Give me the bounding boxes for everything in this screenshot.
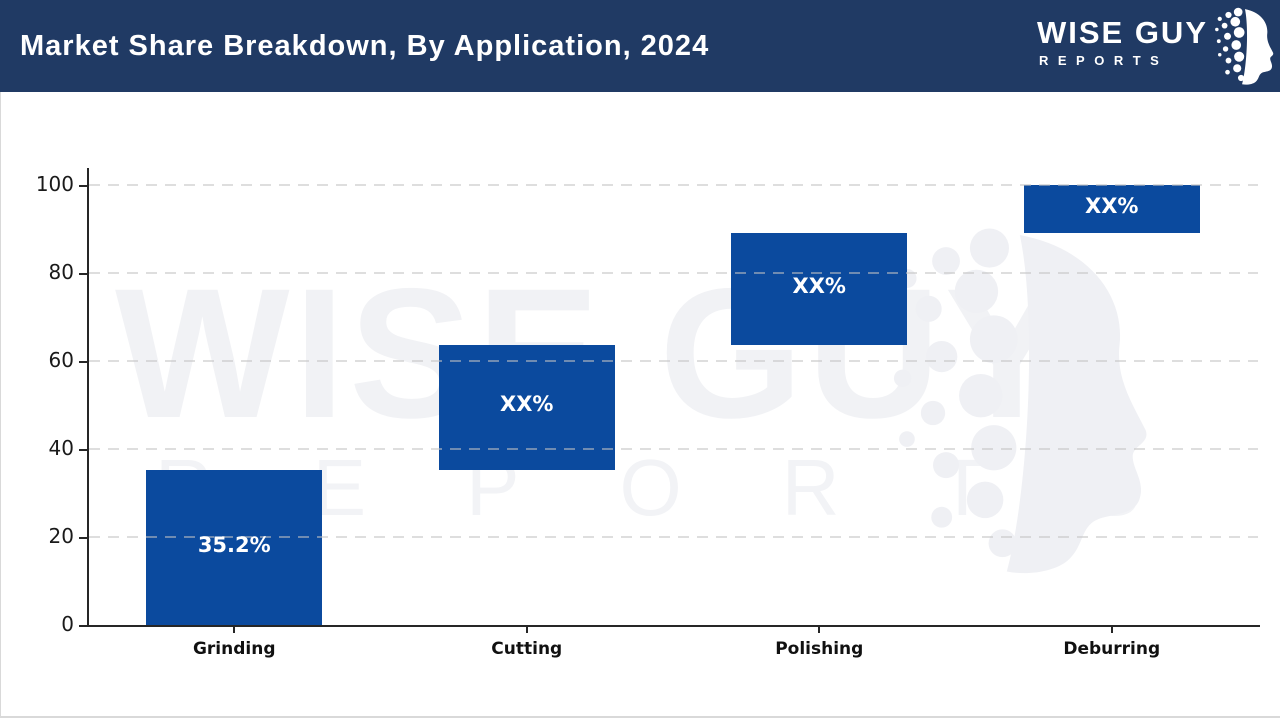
page-title: Market Share Breakdown, By Application, … — [20, 29, 710, 62]
x-axis-line — [87, 625, 1260, 627]
gridline — [89, 272, 1258, 274]
brand-logo-subtext: REPORTS — [1038, 53, 1169, 68]
bottom-edge-line — [0, 716, 1280, 718]
y-tick-label: 20 — [48, 524, 74, 548]
bar-polishing — [731, 233, 908, 345]
y-tick-label: 40 — [48, 436, 74, 460]
y-tick-mark — [79, 449, 87, 451]
gridline — [89, 536, 1258, 538]
brand-logo-wordmark: WISE GUY — [1036, 15, 1208, 50]
left-edge-line — [0, 92, 1, 718]
x-tick-label: Deburring — [1063, 639, 1161, 659]
x-tick-mark — [1110, 627, 1113, 633]
x-tick-mark — [233, 627, 236, 633]
y-tick-label: 80 — [48, 260, 74, 284]
bar-value-label: 35.2% — [197, 532, 271, 557]
gridline — [89, 448, 1258, 450]
x-tick-label: Grinding — [192, 639, 276, 659]
x-tick-label: Cutting — [491, 639, 563, 659]
y-tick-label: 60 — [48, 348, 74, 372]
y-tick-label: 0 — [61, 612, 74, 636]
brand-logo: WISE GUY REPORTS — [1036, 15, 1208, 69]
brand-face-icon — [1215, 7, 1274, 85]
gridline — [89, 360, 1258, 362]
x-tick-label: Polishing — [775, 639, 864, 659]
bar-value-label: XX% — [1085, 194, 1139, 219]
x-tick-mark — [818, 627, 821, 633]
gridline — [89, 184, 1258, 186]
x-tick-mark — [525, 627, 528, 633]
y-tick-mark — [79, 185, 87, 187]
y-tick-mark — [79, 537, 87, 539]
y-tick-label: 100 — [35, 172, 74, 196]
bar-deburring — [1023, 185, 1200, 234]
y-tick-mark — [79, 625, 87, 627]
bar-grinding — [146, 470, 323, 625]
y-tick-mark — [79, 361, 87, 363]
header: Market Share Breakdown, By Application, … — [0, 0, 1280, 92]
y-axis-line — [87, 168, 89, 627]
bar-value-label: XX% — [792, 274, 846, 299]
bar-value-label: XX% — [500, 392, 554, 417]
y-tick-mark — [79, 273, 87, 275]
